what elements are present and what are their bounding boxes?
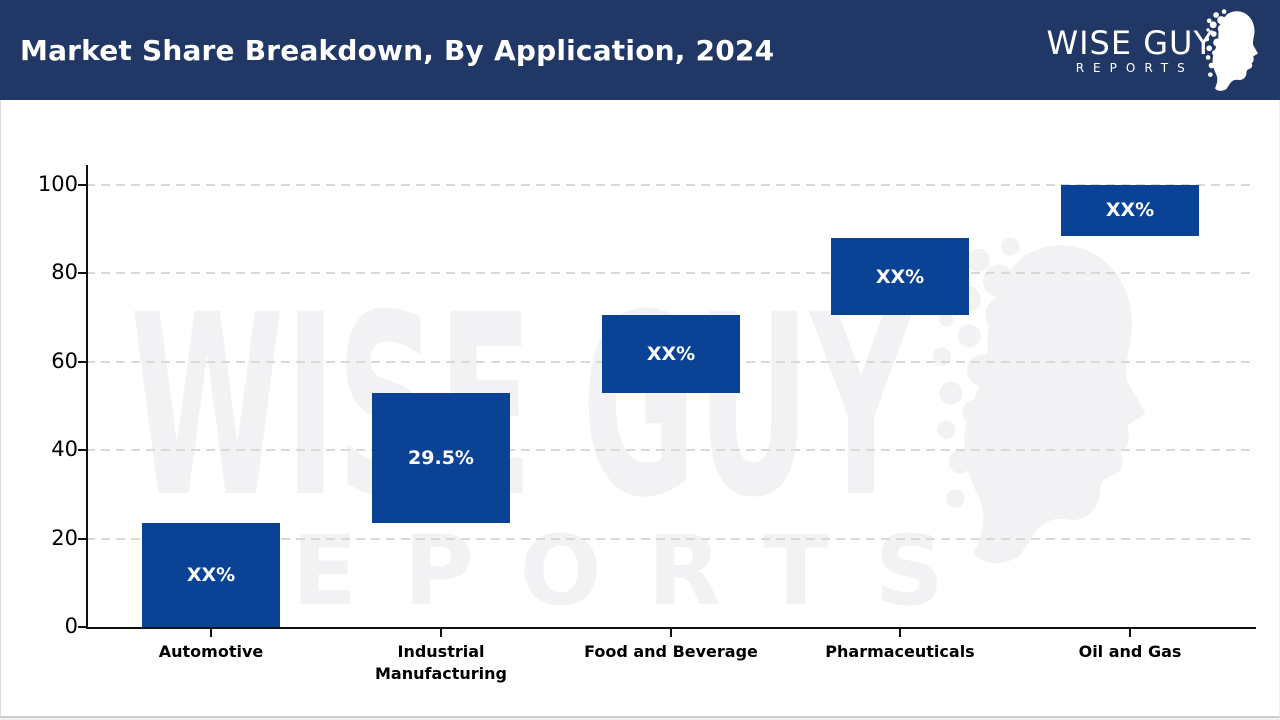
brand-logo-line1: WISE GUY — [1046, 23, 1214, 62]
bottom-border — [0, 716, 1280, 718]
brand-logo: WISE GUY REPORTS — [1046, 0, 1270, 100]
bottom-border-fill — [0, 718, 1280, 720]
x-axis-category-label: Pharmaceuticals — [825, 642, 975, 661]
y-axis-tick-mark — [78, 537, 86, 540]
bar-value-label: XX% — [1105, 199, 1155, 222]
bar-value-label: XX% — [186, 564, 236, 587]
y-axis-tick-mark — [78, 272, 86, 275]
gridline — [86, 449, 1256, 452]
y-axis-tick-mark — [78, 360, 86, 363]
waterfall-bar: 29.5% — [372, 392, 510, 524]
x-axis-tick-mark — [1129, 629, 1131, 637]
bar-value-label: 29.5% — [408, 446, 474, 469]
x-axis-category-label: Food and Beverage — [584, 642, 758, 661]
waterfall-bar: XX% — [602, 315, 740, 393]
y-axis-tick-mark — [78, 184, 86, 186]
y-axis-tick-label: 60 — [51, 348, 78, 373]
x-axis-tick-mark — [670, 629, 672, 637]
page-title: Market Share Breakdown, By Application, … — [20, 33, 775, 67]
x-axis-category-label: Automotive — [158, 642, 264, 661]
y-axis-tick-label: 0 — [64, 614, 78, 638]
y-axis-tick-label: 80 — [51, 260, 78, 285]
x-axis-category-label: Industrial Manufacturing — [375, 642, 507, 684]
y-axis-tick-label: 40 — [51, 437, 78, 462]
brand-logo-line2: REPORTS — [1075, 60, 1194, 75]
waterfall-bar: XX% — [142, 523, 280, 627]
x-axis-line — [86, 627, 1256, 629]
x-axis-tick-mark — [210, 629, 212, 637]
header-bar: Market Share Breakdown, By Application, … — [0, 0, 1280, 100]
bar-value-label: XX% — [875, 265, 925, 288]
y-axis-tick-label: 100 — [37, 172, 78, 196]
gridline — [86, 272, 1256, 275]
waterfall-bar: XX% — [831, 238, 969, 316]
watermark-text-line1: WISE GUY — [130, 261, 912, 552]
left-border — [0, 100, 1, 717]
brand-logo-text: WISE GUY REPORTS — [1046, 26, 1214, 75]
x-axis-tick-mark — [440, 629, 442, 637]
waterfall-bar: XX% — [1061, 185, 1199, 236]
y-axis-tick-label: 20 — [51, 525, 78, 550]
waterfall-chart: 0 20 40 60 80 100 XX% Automotive 29.5% Industrial… — [0, 100, 1280, 720]
y-axis-tick-mark — [78, 449, 86, 452]
gridline — [86, 537, 1256, 540]
gridline — [86, 184, 1256, 186]
x-axis-category-label: Oil and Gas — [1078, 642, 1182, 661]
x-axis-tick-mark — [899, 629, 901, 637]
bar-value-label: XX% — [646, 343, 696, 366]
y-axis-tick-mark — [78, 626, 86, 628]
brand-head-icon — [1204, 9, 1258, 91]
y-axis-line — [86, 165, 88, 629]
